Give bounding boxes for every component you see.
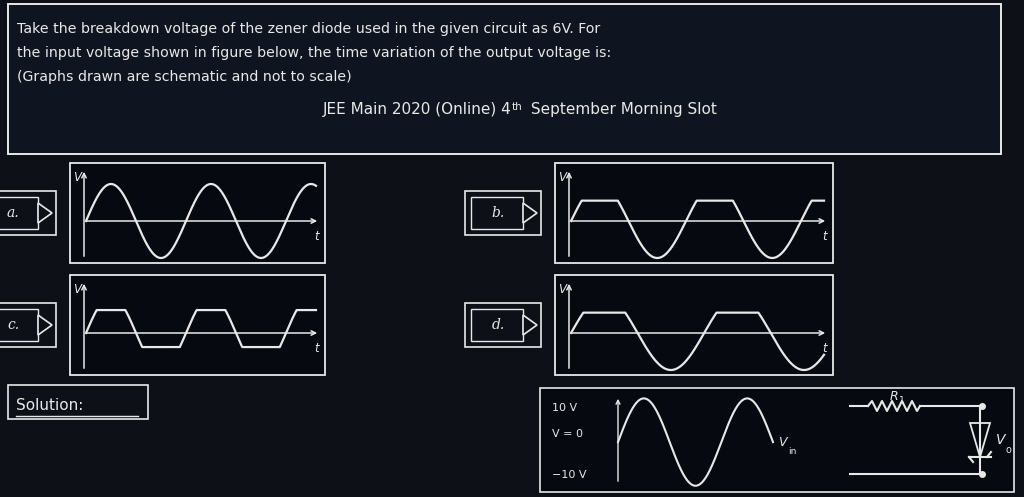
Text: t: t [822, 342, 827, 355]
Text: Take the breakdown voltage of the zener diode used in the given circuit as 6V. F: Take the breakdown voltage of the zener … [17, 22, 600, 36]
Text: d.: d. [492, 318, 505, 332]
Text: 1: 1 [899, 396, 905, 405]
Bar [465, 303, 541, 347]
Text: o: o [1006, 445, 1012, 455]
Text: Solution:: Solution: [16, 399, 83, 414]
Bar [0, 191, 56, 235]
Text: V: V [73, 283, 81, 296]
Polygon shape [523, 203, 537, 223]
Polygon shape [38, 203, 52, 223]
Bar [0, 303, 56, 347]
Text: 10 V: 10 V [552, 403, 578, 413]
Text: t: t [314, 342, 319, 355]
Bar [8, 4, 1001, 154]
Text: September Morning Slot: September Morning Slot [526, 102, 717, 117]
Text: a.: a. [7, 206, 19, 220]
Text: c.: c. [7, 318, 19, 332]
Text: V: V [996, 433, 1006, 447]
Text: t: t [822, 230, 827, 243]
Text: t: t [314, 230, 319, 243]
Bar [0, 197, 38, 229]
Bar [70, 163, 325, 263]
Text: V: V [778, 435, 786, 449]
Text: JEE Main 2020 (Online) 4: JEE Main 2020 (Online) 4 [324, 102, 512, 117]
Bar [471, 309, 523, 341]
Bar [555, 275, 833, 375]
Bar [0, 309, 38, 341]
Bar [70, 275, 325, 375]
Bar [465, 191, 541, 235]
Bar [8, 385, 148, 419]
Polygon shape [523, 315, 537, 335]
Text: (Graphs drawn are schematic and not to scale): (Graphs drawn are schematic and not to s… [17, 70, 351, 84]
Text: the input voltage shown in figure below, the time variation of the output voltag: the input voltage shown in figure below,… [17, 46, 611, 60]
Polygon shape [38, 315, 52, 335]
Bar [540, 388, 1014, 492]
Text: V: V [558, 171, 566, 184]
Text: th: th [512, 102, 522, 112]
Bar [471, 197, 523, 229]
Text: V: V [558, 283, 566, 296]
Polygon shape [970, 423, 990, 457]
Text: in: in [788, 447, 797, 456]
Text: R: R [890, 390, 899, 403]
Text: −10 V: −10 V [552, 470, 587, 480]
Text: b.: b. [492, 206, 505, 220]
Text: V = 0: V = 0 [552, 429, 583, 439]
Text: V: V [73, 171, 81, 184]
Bar [555, 163, 833, 263]
